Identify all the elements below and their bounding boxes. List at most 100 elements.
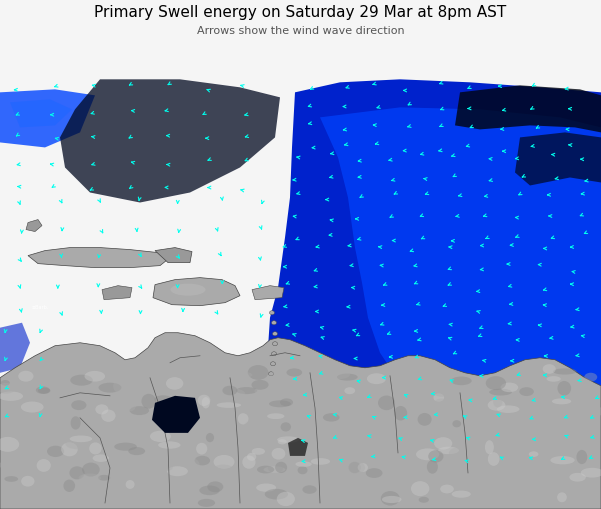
- Ellipse shape: [269, 311, 275, 315]
- Ellipse shape: [337, 374, 358, 381]
- Ellipse shape: [167, 466, 188, 476]
- Ellipse shape: [272, 321, 276, 325]
- Ellipse shape: [264, 466, 285, 473]
- Ellipse shape: [196, 443, 207, 455]
- Ellipse shape: [551, 456, 575, 464]
- Ellipse shape: [581, 468, 601, 477]
- Ellipse shape: [287, 369, 302, 377]
- Ellipse shape: [256, 484, 276, 492]
- Ellipse shape: [576, 450, 587, 464]
- Ellipse shape: [18, 371, 34, 382]
- Ellipse shape: [103, 485, 112, 495]
- Polygon shape: [320, 108, 601, 458]
- Polygon shape: [152, 396, 200, 433]
- Ellipse shape: [519, 387, 534, 397]
- Ellipse shape: [151, 430, 167, 437]
- Polygon shape: [515, 133, 601, 186]
- Ellipse shape: [487, 400, 505, 411]
- Text: Arrows show the wind wave direction: Arrows show the wind wave direction: [197, 26, 404, 36]
- Polygon shape: [60, 80, 280, 203]
- Ellipse shape: [70, 416, 81, 430]
- Ellipse shape: [228, 372, 252, 379]
- Ellipse shape: [366, 468, 382, 478]
- Ellipse shape: [251, 380, 269, 390]
- Ellipse shape: [518, 377, 529, 386]
- Ellipse shape: [497, 406, 519, 413]
- Ellipse shape: [36, 387, 50, 394]
- Ellipse shape: [242, 456, 255, 469]
- Ellipse shape: [17, 451, 31, 457]
- Ellipse shape: [244, 422, 252, 435]
- Ellipse shape: [79, 473, 101, 483]
- Ellipse shape: [332, 496, 351, 505]
- Ellipse shape: [493, 397, 502, 408]
- Ellipse shape: [302, 486, 317, 494]
- Ellipse shape: [488, 453, 499, 466]
- Ellipse shape: [47, 446, 64, 457]
- Ellipse shape: [449, 447, 468, 460]
- Ellipse shape: [240, 407, 261, 414]
- Ellipse shape: [195, 456, 210, 466]
- Ellipse shape: [101, 410, 115, 422]
- Ellipse shape: [141, 394, 156, 409]
- Ellipse shape: [64, 479, 75, 492]
- Ellipse shape: [557, 492, 567, 502]
- Ellipse shape: [222, 386, 237, 395]
- Ellipse shape: [198, 395, 210, 406]
- Ellipse shape: [347, 461, 365, 474]
- Polygon shape: [252, 286, 284, 300]
- Ellipse shape: [198, 465, 223, 478]
- Polygon shape: [102, 286, 132, 300]
- Ellipse shape: [305, 372, 319, 386]
- Polygon shape: [420, 383, 580, 446]
- Ellipse shape: [252, 448, 265, 455]
- Ellipse shape: [216, 403, 241, 408]
- Ellipse shape: [527, 403, 543, 412]
- Ellipse shape: [0, 437, 19, 452]
- Ellipse shape: [204, 373, 213, 379]
- Ellipse shape: [127, 477, 144, 486]
- Ellipse shape: [183, 458, 200, 472]
- Ellipse shape: [214, 465, 233, 473]
- Ellipse shape: [582, 407, 601, 416]
- Ellipse shape: [418, 413, 432, 426]
- Ellipse shape: [248, 365, 269, 380]
- Polygon shape: [0, 403, 35, 446]
- Ellipse shape: [154, 395, 172, 404]
- Ellipse shape: [280, 399, 293, 406]
- Ellipse shape: [171, 284, 206, 296]
- Ellipse shape: [344, 387, 355, 394]
- Text: ≡Barb.: ≡Barb.: [32, 304, 49, 309]
- Polygon shape: [153, 278, 240, 306]
- Ellipse shape: [69, 466, 85, 479]
- Ellipse shape: [272, 332, 278, 336]
- Ellipse shape: [254, 387, 270, 395]
- Ellipse shape: [126, 399, 136, 411]
- Ellipse shape: [247, 453, 256, 461]
- Ellipse shape: [381, 491, 400, 505]
- Ellipse shape: [453, 420, 461, 428]
- Ellipse shape: [552, 399, 572, 405]
- Ellipse shape: [382, 496, 401, 503]
- Ellipse shape: [272, 352, 276, 356]
- Ellipse shape: [257, 439, 266, 445]
- Ellipse shape: [163, 374, 181, 381]
- Polygon shape: [0, 323, 30, 373]
- Ellipse shape: [433, 383, 451, 397]
- Ellipse shape: [21, 402, 44, 413]
- Ellipse shape: [276, 492, 295, 506]
- Text: Primary Swell energy on Saturday 29 Mar at 8pm AST: Primary Swell energy on Saturday 29 Mar …: [94, 5, 507, 20]
- Ellipse shape: [235, 495, 250, 504]
- Ellipse shape: [353, 484, 367, 497]
- Ellipse shape: [206, 433, 214, 442]
- Ellipse shape: [268, 463, 283, 473]
- Ellipse shape: [281, 422, 291, 432]
- Ellipse shape: [440, 485, 454, 493]
- Ellipse shape: [85, 371, 105, 382]
- Ellipse shape: [126, 480, 135, 489]
- Ellipse shape: [166, 377, 183, 390]
- Ellipse shape: [166, 462, 178, 474]
- Ellipse shape: [96, 405, 108, 415]
- Ellipse shape: [272, 448, 285, 460]
- Ellipse shape: [270, 362, 275, 366]
